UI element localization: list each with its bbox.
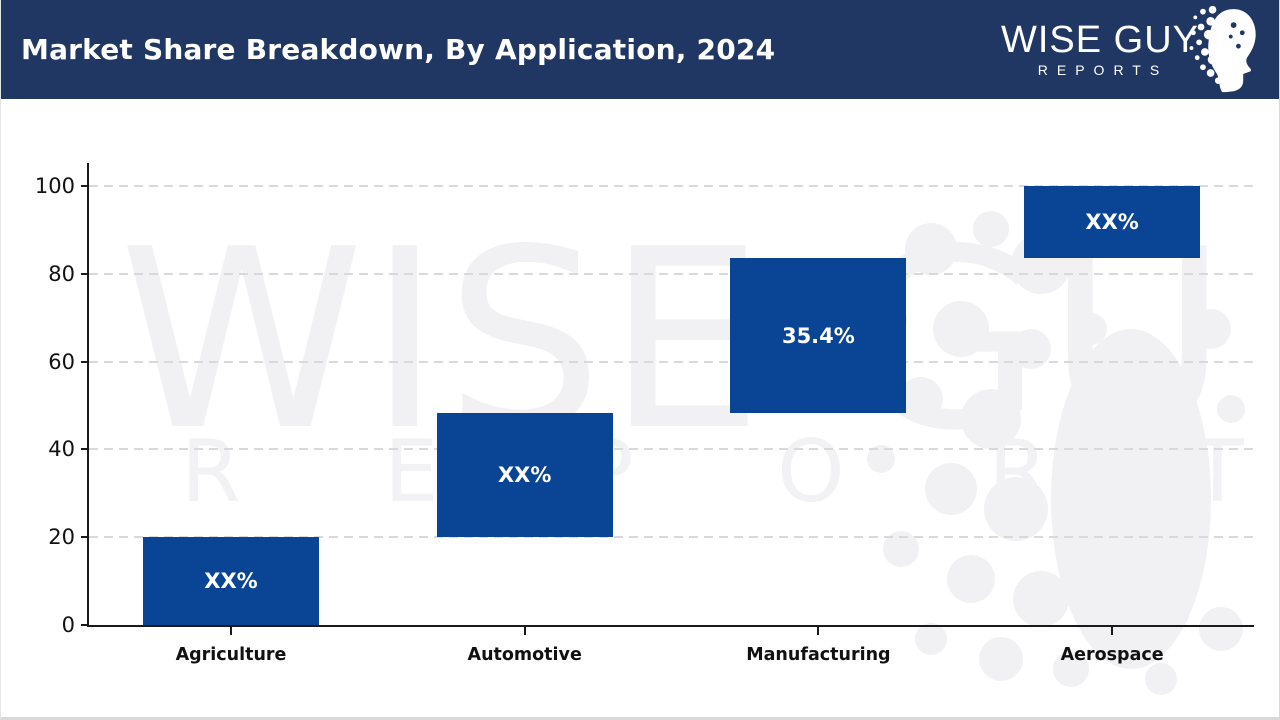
y-axis-tick bbox=[81, 272, 89, 275]
gridline bbox=[89, 536, 1254, 539]
y-axis-tick bbox=[81, 185, 89, 187]
bar-value-label: XX% bbox=[1085, 209, 1139, 234]
y-axis-tick bbox=[81, 624, 89, 626]
bar-manufacturing: 35.4% bbox=[730, 257, 907, 414]
bar-value-label: XX% bbox=[204, 569, 258, 594]
y-axis-tick-label: 0 bbox=[61, 613, 75, 637]
gridline bbox=[89, 448, 1254, 451]
bar-value-label: 35.4% bbox=[781, 323, 855, 348]
gridline bbox=[89, 185, 1254, 187]
bar-agriculture: XX% bbox=[143, 537, 319, 625]
logo-subtitle: REPORTS bbox=[1037, 62, 1169, 78]
logo-face-icon bbox=[1189, 5, 1256, 92]
y-axis-tick-label: 60 bbox=[48, 349, 75, 374]
waterfall-chart: WISE GU R E P O R T 0 20 40 60 80 100 XX% Agric… bbox=[1, 99, 1279, 717]
wise-guy-logo: WISE GUY REPORTS bbox=[1001, 4, 1265, 96]
y-axis-tick bbox=[81, 360, 89, 363]
gridline bbox=[89, 272, 1254, 275]
x-axis-label-agriculture: Agriculture bbox=[175, 645, 287, 665]
y-axis-tick bbox=[81, 448, 89, 451]
gridline bbox=[89, 360, 1254, 363]
y-axis-tick-label: 80 bbox=[48, 261, 75, 286]
x-axis-tick bbox=[230, 627, 232, 635]
logo-wordmark: WISE GUY bbox=[1000, 19, 1199, 61]
y-axis-tick bbox=[81, 536, 89, 539]
x-axis-label-automotive: Automotive bbox=[467, 645, 582, 665]
bar-value-label: XX% bbox=[497, 463, 552, 488]
y-axis-line bbox=[87, 163, 89, 627]
page-title: Market Share Breakdown, By Application, … bbox=[21, 33, 776, 66]
watermark-dots-icon bbox=[867, 211, 1245, 695]
x-axis-line bbox=[87, 625, 1254, 627]
x-axis-label-aerospace: Aerospace bbox=[1060, 645, 1164, 665]
x-axis-tick bbox=[817, 627, 820, 635]
x-axis-tick bbox=[1111, 627, 1114, 635]
bar-automotive: XX% bbox=[436, 413, 613, 538]
logo-text: WISE GUY REPORTS bbox=[1001, 21, 1199, 78]
header-bar: Market Share Breakdown, By Application, … bbox=[1, 0, 1279, 99]
bar-aerospace: XX% bbox=[1024, 186, 1201, 258]
x-axis-tick bbox=[523, 627, 526, 635]
y-axis-tick-label: 40 bbox=[48, 437, 75, 462]
x-axis-label-manufacturing: Manufacturing bbox=[746, 645, 891, 665]
y-axis-tick-label: 100 bbox=[34, 174, 75, 198]
y-axis-tick-label: 20 bbox=[48, 525, 75, 550]
